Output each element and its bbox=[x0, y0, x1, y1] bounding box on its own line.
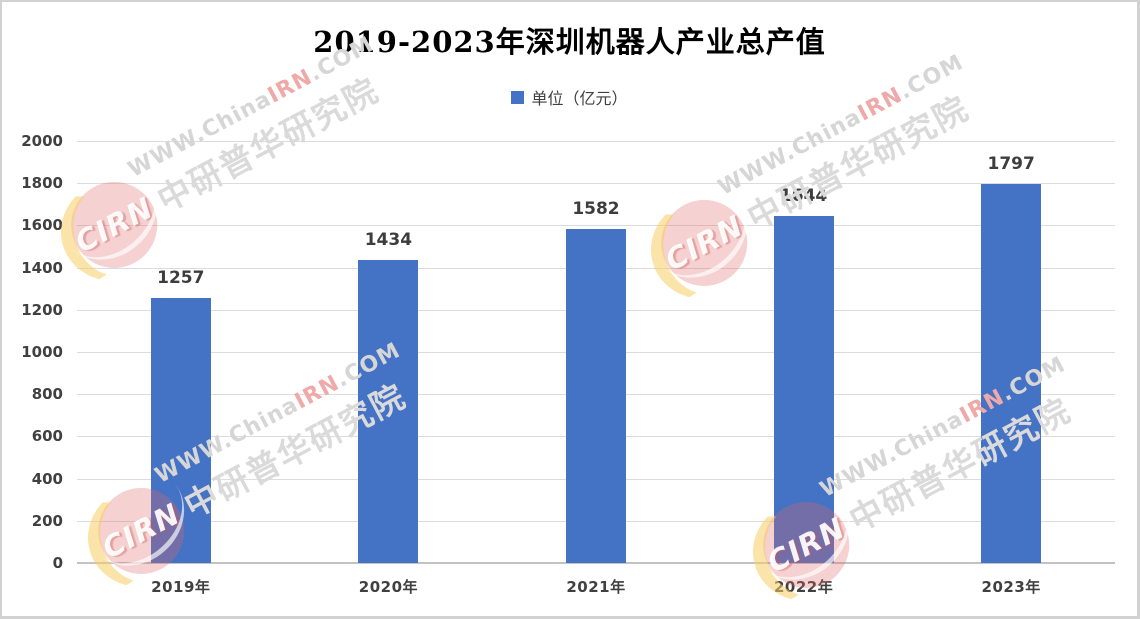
bar-value-label: 1644 bbox=[779, 186, 828, 207]
y-tick-label: 1600 bbox=[21, 216, 63, 235]
bars: 1257 1434 1582 1644 1797 bbox=[77, 141, 1115, 563]
bar-2023年 bbox=[981, 183, 1042, 563]
bar-slot: 1582 bbox=[492, 141, 700, 563]
y-axis: 0 200 400 600 800 1000 1200 1400 1600 1800 2000 bbox=[2, 132, 68, 572]
x-tick-label: 2019年 bbox=[151, 578, 211, 596]
x-tick-label: 2020年 bbox=[358, 578, 419, 596]
legend-marker-icon bbox=[511, 90, 525, 104]
legend-label: 单位（亿元） bbox=[531, 89, 628, 108]
legend: 单位（亿元） bbox=[2, 85, 1137, 109]
x-tick-label: 2022年 bbox=[773, 578, 834, 596]
y-tick-label: 200 bbox=[31, 511, 63, 530]
bar-value-label: 1434 bbox=[364, 230, 413, 251]
bar-2021年 bbox=[565, 229, 626, 563]
y-tick-label: 1400 bbox=[21, 258, 63, 277]
bar-2022年 bbox=[773, 216, 834, 563]
bar-slot: 1797 bbox=[907, 141, 1115, 563]
bar-value-label: 1797 bbox=[987, 153, 1035, 174]
gridline bbox=[77, 141, 1115, 142]
bar-value-label: 1582 bbox=[572, 199, 620, 220]
y-tick-label: 400 bbox=[31, 469, 63, 488]
bar-slot: 1434 bbox=[285, 141, 493, 563]
y-tick-label: 1200 bbox=[21, 300, 63, 319]
x-axis: 2019年 2020年 2021年 2022年 2023年 bbox=[77, 576, 1115, 597]
y-tick-label: 2000 bbox=[21, 132, 63, 150]
y-tick-label: 0 bbox=[52, 554, 63, 572]
chart-title: 2019-2023年深圳机器人产业总产值 bbox=[313, 25, 826, 59]
y-tick-label: 800 bbox=[31, 385, 63, 404]
bar-2020年 bbox=[358, 260, 419, 563]
y-tick-label: 1800 bbox=[21, 174, 63, 193]
bar-2019年 bbox=[150, 297, 211, 563]
bar-value-label: 1257 bbox=[157, 267, 205, 288]
plot-area: 1257 1434 1582 1644 1797 bbox=[77, 141, 1115, 564]
bar-slot: 1644 bbox=[700, 141, 908, 563]
gridline bbox=[77, 562, 1115, 564]
x-tick-label: 2023年 bbox=[981, 578, 1041, 596]
gridline bbox=[77, 225, 1115, 227]
y-tick-label: 600 bbox=[31, 427, 63, 446]
gridline bbox=[77, 183, 1115, 185]
bar-slot: 1257 bbox=[77, 141, 285, 563]
y-tick-label: 1000 bbox=[21, 343, 63, 361]
x-tick-label: 2021年 bbox=[566, 578, 626, 596]
